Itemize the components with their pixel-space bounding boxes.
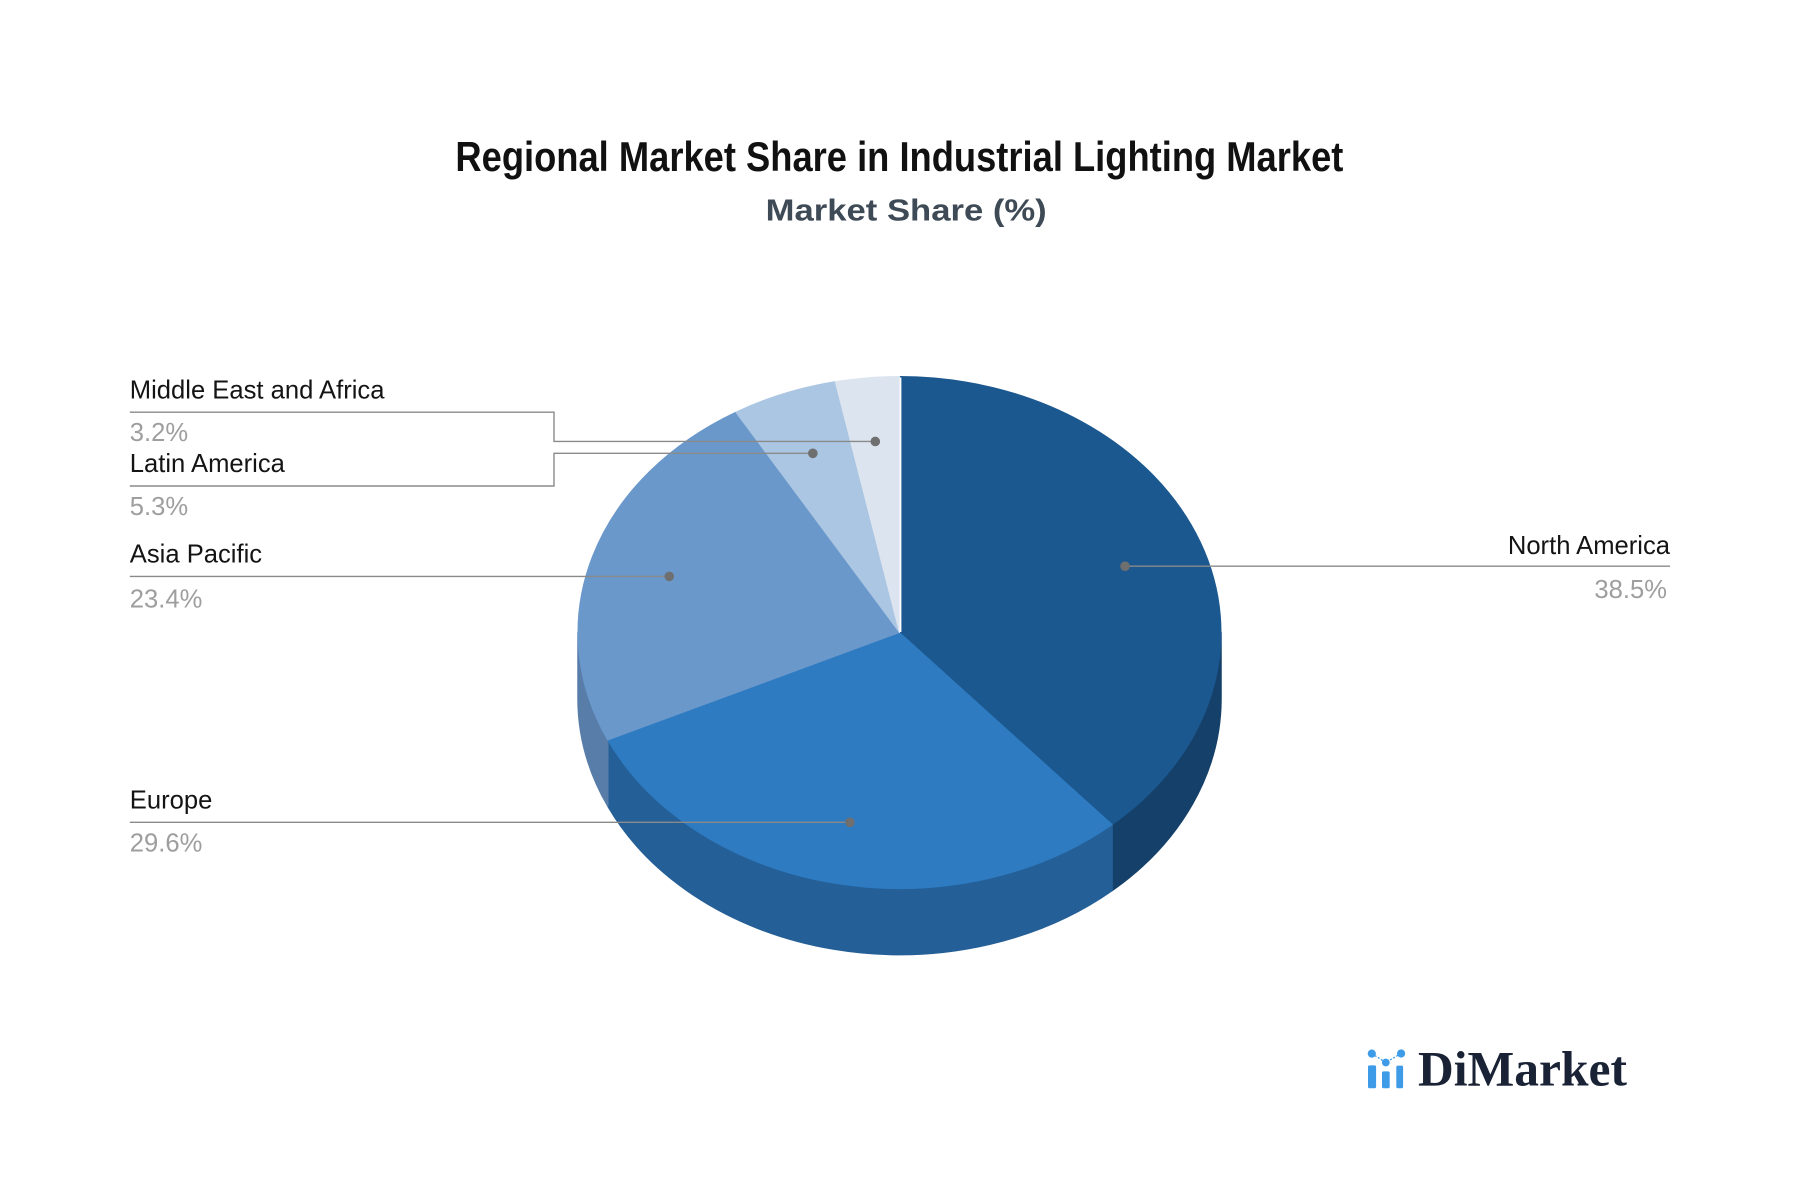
svg-text:Asia Pacific: Asia Pacific: [130, 541, 262, 569]
svg-text:Latin America: Latin America: [130, 450, 286, 478]
svg-text:DiMarket: DiMarket: [1418, 1042, 1627, 1097]
svg-text:23.4%: 23.4%: [130, 585, 203, 613]
svg-text:North America: North America: [1508, 532, 1671, 560]
svg-text:29.6%: 29.6%: [130, 829, 203, 857]
svg-text:Market Share (%): Market Share (%): [766, 193, 1047, 228]
svg-text:38.5%: 38.5%: [1594, 576, 1667, 604]
svg-text:5.3%: 5.3%: [130, 493, 188, 521]
svg-text:Middle East and Africa: Middle East and Africa: [130, 376, 385, 404]
svg-text:Europe: Europe: [130, 787, 213, 815]
svg-text:3.2%: 3.2%: [130, 419, 188, 447]
svg-text:Regional Market Share in Indus: Regional Market Share in Industrial Ligh…: [455, 134, 1343, 180]
